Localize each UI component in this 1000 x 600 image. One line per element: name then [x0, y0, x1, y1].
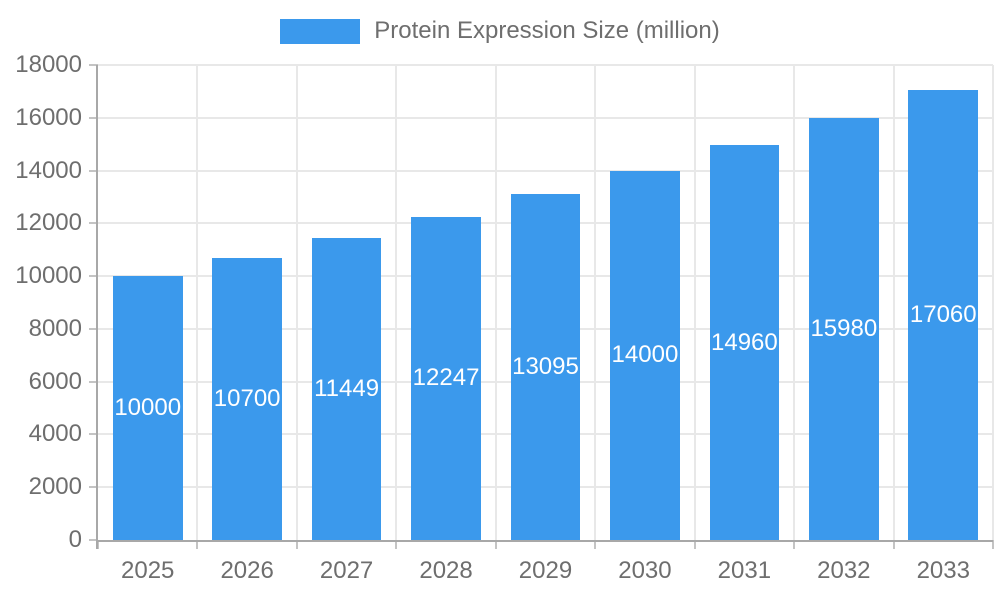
x-tick-mark — [693, 540, 696, 549]
y-axis-tick-label: 4000 — [28, 420, 82, 448]
bar-2026[interactable] — [212, 257, 282, 540]
x-axis-tick-label: 2029 — [518, 557, 573, 584]
h-gridline — [98, 169, 993, 172]
chart-legend[interactable]: Protein Expression Size (million) — [0, 16, 1000, 46]
y-axis-tick-label: 0 — [68, 526, 82, 553]
bar-value-label: 14960 — [711, 328, 778, 356]
x-axis-line — [96, 540, 993, 542]
y-axis-tick-label: 12000 — [15, 209, 82, 237]
y-tick-mark — [89, 169, 98, 172]
y-axis-line — [96, 65, 98, 549]
bar-2027[interactable] — [311, 237, 382, 540]
y-axis-tick-label: 10000 — [15, 262, 82, 290]
bar-value-label: 15980 — [810, 315, 878, 343]
y-tick-mark — [89, 539, 98, 541]
bar-value-label: 10700 — [213, 384, 281, 412]
x-tick-mark — [395, 540, 398, 549]
x-tick-mark — [892, 540, 895, 549]
y-axis-tick-label: 18000 — [15, 51, 82, 78]
y-tick-mark — [89, 222, 98, 225]
x-axis-tick-label: 2031 — [717, 557, 772, 584]
y-tick-mark — [89, 275, 98, 278]
bar-value-label: 10000 — [114, 394, 182, 422]
v-gridline — [594, 65, 597, 540]
y-tick-mark — [89, 116, 98, 119]
bar-2031[interactable] — [709, 145, 780, 540]
y-axis-tick-label: 16000 — [15, 103, 82, 131]
legend-label: Protein Expression Size (million) — [374, 17, 720, 44]
x-axis-tick-label: 2028 — [419, 557, 473, 584]
bar-2033[interactable] — [908, 89, 979, 540]
bar-value-label: 17060 — [909, 300, 977, 328]
v-gridline — [196, 65, 199, 540]
bar-2029[interactable] — [510, 194, 581, 540]
bar-2032[interactable] — [809, 118, 879, 540]
v-gridline — [494, 65, 497, 540]
x-tick-mark — [494, 540, 497, 549]
x-axis-tick-label: 2032 — [817, 557, 871, 584]
y-axis-tick-label: 14000 — [15, 156, 82, 184]
x-tick-mark — [594, 540, 597, 549]
bar-value-label: 13095 — [512, 353, 579, 381]
bar-value-label: 11449 — [314, 374, 380, 402]
h-gridline — [98, 64, 993, 66]
y-tick-mark — [89, 433, 98, 436]
bar-value-label: 14000 — [611, 341, 679, 369]
bar-value-label: 12247 — [412, 364, 480, 392]
v-gridline — [395, 65, 398, 540]
x-axis-tick-label: 2027 — [319, 557, 374, 584]
bar-2025[interactable] — [112, 276, 183, 540]
x-tick-mark — [992, 540, 994, 549]
legend-swatch-icon — [280, 18, 361, 44]
bar-2030[interactable] — [610, 170, 680, 540]
x-tick-mark — [97, 540, 99, 549]
v-gridline — [992, 65, 994, 540]
v-gridline — [295, 65, 298, 540]
y-tick-mark — [89, 486, 98, 489]
x-axis-tick-label: 2025 — [121, 557, 175, 584]
x-tick-mark — [793, 540, 796, 549]
x-tick-mark — [295, 540, 298, 549]
x-tick-mark — [196, 540, 199, 549]
y-tick-mark — [89, 380, 98, 383]
x-axis-tick-label: 2030 — [618, 557, 672, 584]
y-axis-tick-label: 8000 — [28, 314, 82, 342]
y-tick-mark — [89, 327, 98, 330]
v-gridline — [793, 65, 796, 540]
y-axis-tick-label: 6000 — [28, 367, 82, 395]
y-tick-mark — [89, 64, 98, 66]
v-gridline — [892, 65, 895, 540]
x-axis-tick-label: 2033 — [916, 557, 970, 584]
h-gridline — [98, 116, 993, 119]
y-axis-tick-label: 2000 — [28, 473, 82, 501]
bar-2028[interactable] — [411, 216, 481, 540]
v-gridline — [693, 65, 696, 540]
x-axis-tick-label: 2026 — [220, 557, 274, 584]
